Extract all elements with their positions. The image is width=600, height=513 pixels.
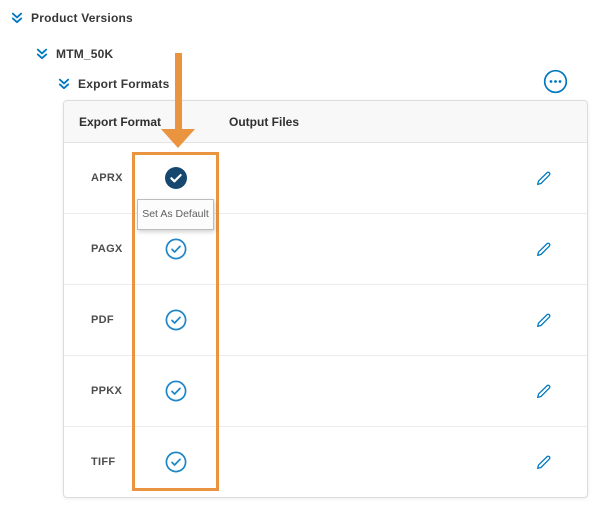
pencil-icon xyxy=(535,242,552,261)
table-header: Export Format Output Files xyxy=(64,101,587,143)
check-circle-icon xyxy=(165,309,187,334)
set-default-checkbox[interactable] xyxy=(165,380,187,402)
output-files-cell xyxy=(219,285,499,355)
set-default-checkbox[interactable] xyxy=(165,309,187,331)
pencil-icon xyxy=(535,313,552,332)
output-files-cell xyxy=(219,143,499,213)
pencil-icon xyxy=(535,171,552,190)
chevrons-down-icon xyxy=(35,47,49,61)
format-label: PDF xyxy=(91,314,114,326)
set-default-checkbox[interactable] xyxy=(165,451,187,473)
check-circle-icon xyxy=(165,451,187,476)
edit-button[interactable] xyxy=(535,241,552,258)
set-as-default-tooltip: Set As Default xyxy=(137,199,214,230)
format-label: PPKX xyxy=(91,385,123,397)
column-header-output-files: Output Files xyxy=(229,114,299,129)
edit-button[interactable] xyxy=(535,454,552,471)
tree-item-mtm-50k[interactable]: MTM_50K xyxy=(35,45,113,63)
table-row: TIFF xyxy=(64,427,587,497)
output-files-cell xyxy=(219,356,499,426)
check-circle-filled-icon xyxy=(165,167,187,192)
check-circle-icon xyxy=(165,380,187,405)
set-default-checkbox[interactable] xyxy=(165,238,187,260)
table-row: PDF xyxy=(64,285,587,356)
tree-item-label: MTM_50K xyxy=(56,47,114,61)
tree-item-product-versions[interactable]: Product Versions xyxy=(10,9,133,27)
more-options-button[interactable] xyxy=(542,68,569,95)
table-row: PAGX xyxy=(64,214,587,285)
edit-button[interactable] xyxy=(535,170,552,187)
format-label: APRX xyxy=(91,172,123,184)
pencil-icon xyxy=(535,455,552,474)
chevrons-down-icon xyxy=(10,11,24,25)
table-row: APRX xyxy=(64,143,587,214)
edit-button[interactable] xyxy=(535,312,552,329)
chevrons-down-icon xyxy=(57,77,71,91)
pencil-icon xyxy=(535,384,552,403)
ellipsis-icon xyxy=(542,69,569,98)
tree-item-label: Product Versions xyxy=(31,11,133,25)
export-formats-table: Export Format Output Files APRX xyxy=(63,100,588,498)
table-row: PPKX xyxy=(64,356,587,427)
check-circle-icon xyxy=(165,238,187,263)
output-files-cell xyxy=(219,214,499,284)
column-header-export-format: Export Format xyxy=(79,114,162,129)
format-label: TIFF xyxy=(91,456,116,468)
format-label: PAGX xyxy=(91,243,123,255)
edit-button[interactable] xyxy=(535,383,552,400)
tree-item-label: Export Formats xyxy=(78,77,170,91)
set-default-checkbox[interactable] xyxy=(165,167,187,189)
tree-item-export-formats[interactable]: Export Formats xyxy=(57,75,169,93)
output-files-cell xyxy=(219,427,499,497)
